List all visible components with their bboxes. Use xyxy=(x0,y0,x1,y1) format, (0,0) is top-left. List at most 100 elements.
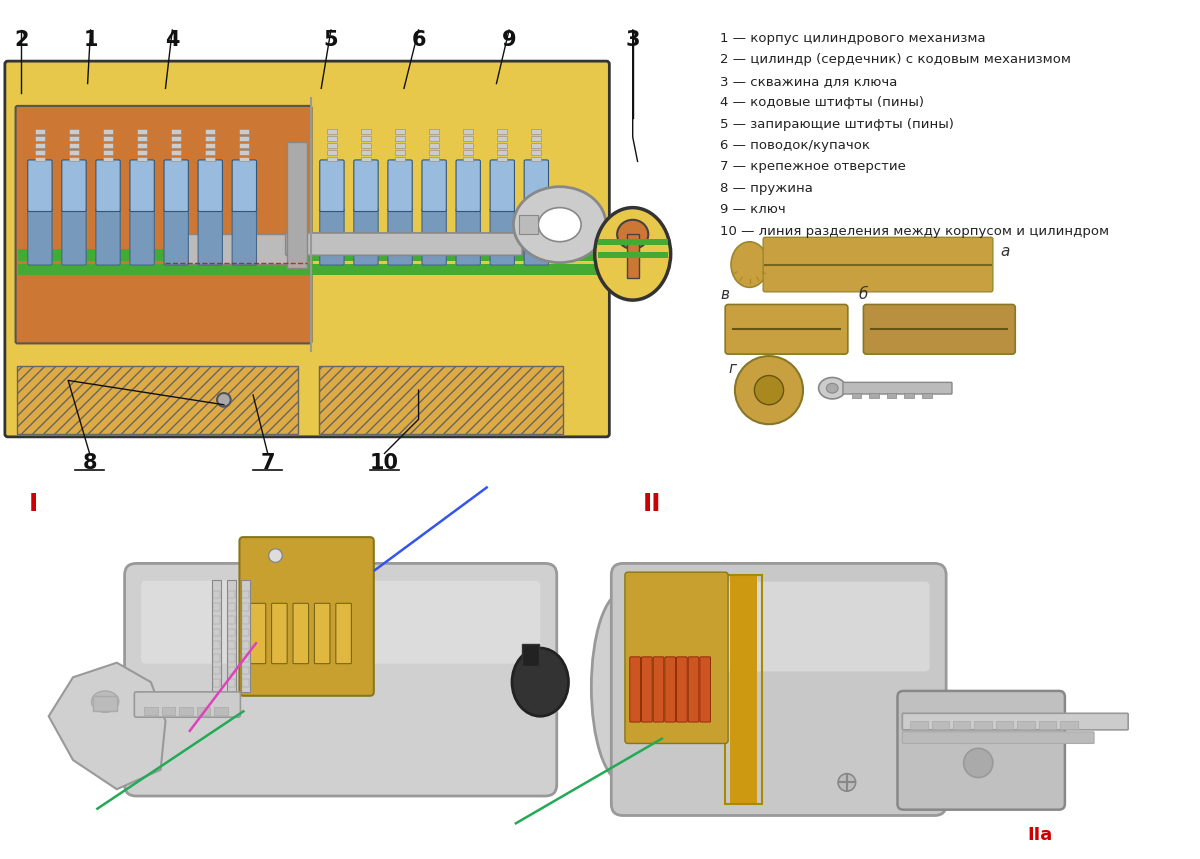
Bar xyxy=(162,708,175,716)
Bar xyxy=(328,136,337,141)
Bar xyxy=(205,136,215,141)
Bar xyxy=(172,129,181,134)
Bar xyxy=(228,616,234,624)
Bar xyxy=(103,156,113,161)
FancyBboxPatch shape xyxy=(524,160,548,211)
Bar xyxy=(214,629,220,637)
Bar xyxy=(953,721,971,729)
Text: 2 — цилиндр (сердечник) с кодовым механизмом: 2 — цилиндр (сердечник) с кодовым механи… xyxy=(720,53,1072,66)
FancyBboxPatch shape xyxy=(700,657,710,722)
Bar xyxy=(242,591,250,599)
Bar xyxy=(103,149,113,155)
FancyBboxPatch shape xyxy=(96,160,120,211)
Bar xyxy=(498,149,508,155)
Bar xyxy=(463,129,473,134)
FancyBboxPatch shape xyxy=(842,382,952,394)
Bar xyxy=(70,156,79,161)
Bar xyxy=(197,708,210,716)
FancyBboxPatch shape xyxy=(130,160,155,211)
FancyBboxPatch shape xyxy=(625,572,728,744)
Bar xyxy=(214,654,220,661)
Bar xyxy=(103,136,113,141)
Ellipse shape xyxy=(755,375,784,405)
Bar xyxy=(974,721,992,729)
FancyBboxPatch shape xyxy=(232,160,257,211)
FancyBboxPatch shape xyxy=(240,537,373,696)
Bar xyxy=(430,143,439,148)
FancyBboxPatch shape xyxy=(314,603,330,664)
FancyBboxPatch shape xyxy=(336,603,352,664)
FancyBboxPatch shape xyxy=(286,233,522,255)
Text: 10 — линия разделения между корпусом и цилиндром: 10 — линия разделения между корпусом и ц… xyxy=(720,225,1110,238)
Bar xyxy=(240,143,250,148)
Ellipse shape xyxy=(512,648,569,716)
FancyBboxPatch shape xyxy=(96,209,120,265)
FancyBboxPatch shape xyxy=(653,657,664,722)
Bar xyxy=(18,249,622,260)
Text: 8: 8 xyxy=(83,454,97,473)
Bar xyxy=(137,129,146,134)
Bar xyxy=(361,149,371,155)
Ellipse shape xyxy=(595,208,671,300)
FancyBboxPatch shape xyxy=(164,160,188,211)
Bar xyxy=(242,679,250,687)
Text: 6: 6 xyxy=(412,30,426,50)
FancyBboxPatch shape xyxy=(319,366,563,435)
FancyBboxPatch shape xyxy=(5,61,610,437)
Bar xyxy=(532,129,541,134)
Bar xyxy=(626,235,638,278)
Bar xyxy=(395,143,404,148)
Text: б: б xyxy=(858,287,868,302)
Bar xyxy=(214,603,220,611)
Text: 1: 1 xyxy=(83,30,97,50)
FancyBboxPatch shape xyxy=(17,366,298,435)
Text: 5 — запирающие штифты (пины): 5 — запирающие штифты (пины) xyxy=(720,118,954,131)
Bar xyxy=(70,136,79,141)
Bar xyxy=(228,654,234,661)
Text: 9: 9 xyxy=(502,30,516,50)
Bar xyxy=(35,143,44,148)
FancyBboxPatch shape xyxy=(524,209,548,265)
Bar xyxy=(931,721,949,729)
Bar xyxy=(214,616,220,624)
Bar xyxy=(214,708,228,716)
FancyBboxPatch shape xyxy=(198,160,222,211)
Bar xyxy=(725,575,762,804)
Bar xyxy=(869,393,878,398)
Bar xyxy=(35,149,44,155)
Bar xyxy=(212,580,221,691)
Bar xyxy=(94,696,116,711)
FancyBboxPatch shape xyxy=(354,209,378,265)
Bar xyxy=(395,149,404,155)
Bar xyxy=(228,603,234,611)
Bar xyxy=(205,156,215,161)
Bar xyxy=(137,143,146,148)
Bar xyxy=(532,149,541,155)
Bar xyxy=(922,393,931,398)
Text: a: a xyxy=(1001,245,1010,259)
Bar xyxy=(228,629,234,637)
Bar xyxy=(103,129,113,134)
Bar xyxy=(35,136,44,141)
Text: IIa: IIa xyxy=(1027,826,1052,844)
Bar xyxy=(361,129,371,134)
Bar xyxy=(172,136,181,141)
Ellipse shape xyxy=(217,393,230,406)
Bar xyxy=(70,143,79,148)
Polygon shape xyxy=(49,662,166,789)
FancyBboxPatch shape xyxy=(898,691,1064,810)
Bar xyxy=(910,721,928,729)
FancyBboxPatch shape xyxy=(62,209,86,265)
Bar xyxy=(498,143,508,148)
Bar xyxy=(137,149,146,155)
Bar xyxy=(214,642,220,649)
Bar xyxy=(214,667,220,674)
Bar xyxy=(214,679,220,687)
Bar xyxy=(498,156,508,161)
Bar xyxy=(172,143,181,148)
Bar xyxy=(240,149,250,155)
Text: I: I xyxy=(29,492,38,516)
Bar xyxy=(532,156,541,161)
Bar xyxy=(227,580,235,691)
Bar xyxy=(242,654,250,661)
